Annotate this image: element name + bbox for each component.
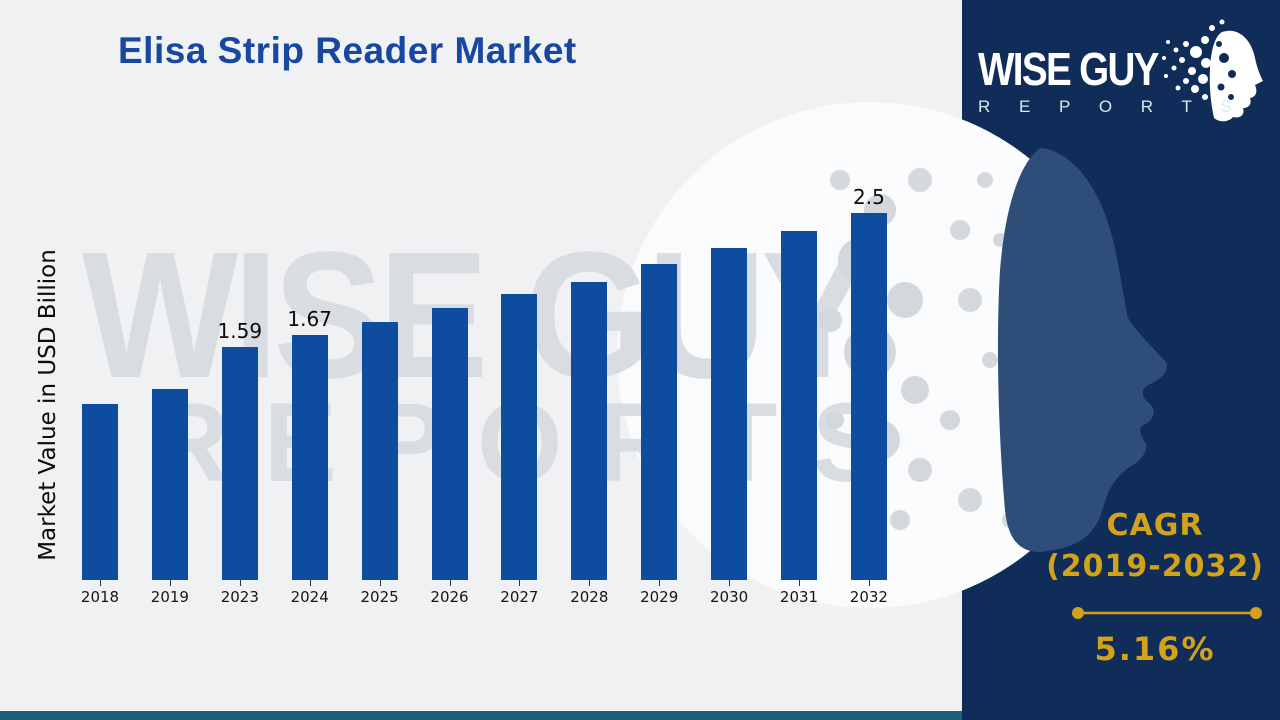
bar-2032 — [850, 213, 887, 580]
bar-2031 — [781, 231, 817, 580]
logo-name: WISE GUY — [978, 43, 1159, 95]
cagr-value: 5.16% — [1094, 630, 1216, 668]
bar-2025 — [361, 322, 398, 580]
x-axis-label-2027: 2027 — [500, 588, 539, 606]
x-axis-label-2019: 2019 — [150, 588, 189, 606]
logo-subtitle: R E P O R T S — [978, 97, 1244, 116]
x-axis-tick-2032 — [868, 580, 870, 586]
logo: WISE GUY R E P O R T S — [978, 42, 1238, 117]
bar-2019 — [151, 389, 188, 580]
page-title: Elisa Strip Reader Market — [118, 30, 577, 71]
cagr-line-right-dot — [1250, 607, 1262, 619]
x-axis-label-2031: 2031 — [779, 588, 819, 606]
bar-value-label-2023: 1.59 — [217, 319, 263, 343]
x-axis-tick-2031 — [799, 580, 800, 586]
bar-value-label-2032: 2.5 — [852, 185, 885, 209]
x-axis-label-2024: 2024 — [290, 588, 329, 606]
bar-2029 — [641, 264, 678, 580]
bottom-accent-strip — [0, 711, 1280, 720]
cagr-line-left-dot — [1072, 607, 1084, 619]
bar-value-label-2024: 1.67 — [287, 307, 332, 331]
bar-2026 — [431, 308, 468, 580]
x-axis-label-2018: 2018 — [80, 588, 120, 606]
x-axis-label-2025: 2025 — [360, 588, 399, 606]
bar-2023 — [221, 347, 258, 580]
bar-2030 — [711, 248, 748, 580]
x-axis-label-2028: 2028 — [570, 588, 609, 606]
x-axis-tick-2018 — [100, 580, 101, 586]
x-axis-tick-2019 — [169, 580, 171, 586]
x-axis-tick-2028 — [589, 580, 591, 586]
x-axis-tick-2030 — [729, 580, 731, 586]
face-silhouette-icon — [997, 148, 1167, 552]
x-axis-tick-2024 — [309, 580, 311, 586]
x-axis-tick-2029 — [659, 580, 661, 586]
bar-2027 — [501, 294, 538, 580]
cagr-range: (2019-2032) — [1046, 549, 1264, 584]
x-axis-label-2026: 2026 — [430, 588, 469, 606]
logo-head-icon — [1162, 19, 1263, 122]
x-axis-tick-2027 — [519, 580, 521, 586]
x-axis-label-2030: 2030 — [710, 588, 749, 606]
x-axis-tick-2023 — [239, 580, 241, 586]
bar-2018 — [82, 404, 118, 580]
cagr-heading: CAGR — [1106, 508, 1204, 543]
x-axis-tick-2026 — [449, 580, 451, 586]
x-axis-label-2023: 2023 — [220, 588, 259, 606]
x-axis-label-2029: 2029 — [640, 588, 679, 606]
bar-2024 — [291, 335, 328, 580]
cagr-underline — [1072, 607, 1262, 619]
x-axis-label-2032: 2032 — [849, 588, 888, 606]
x-axis-tick-2025 — [379, 580, 381, 586]
cagr-block: CAGR (2019-2032) 5.16% — [1030, 508, 1280, 668]
bar-2028 — [571, 282, 608, 580]
